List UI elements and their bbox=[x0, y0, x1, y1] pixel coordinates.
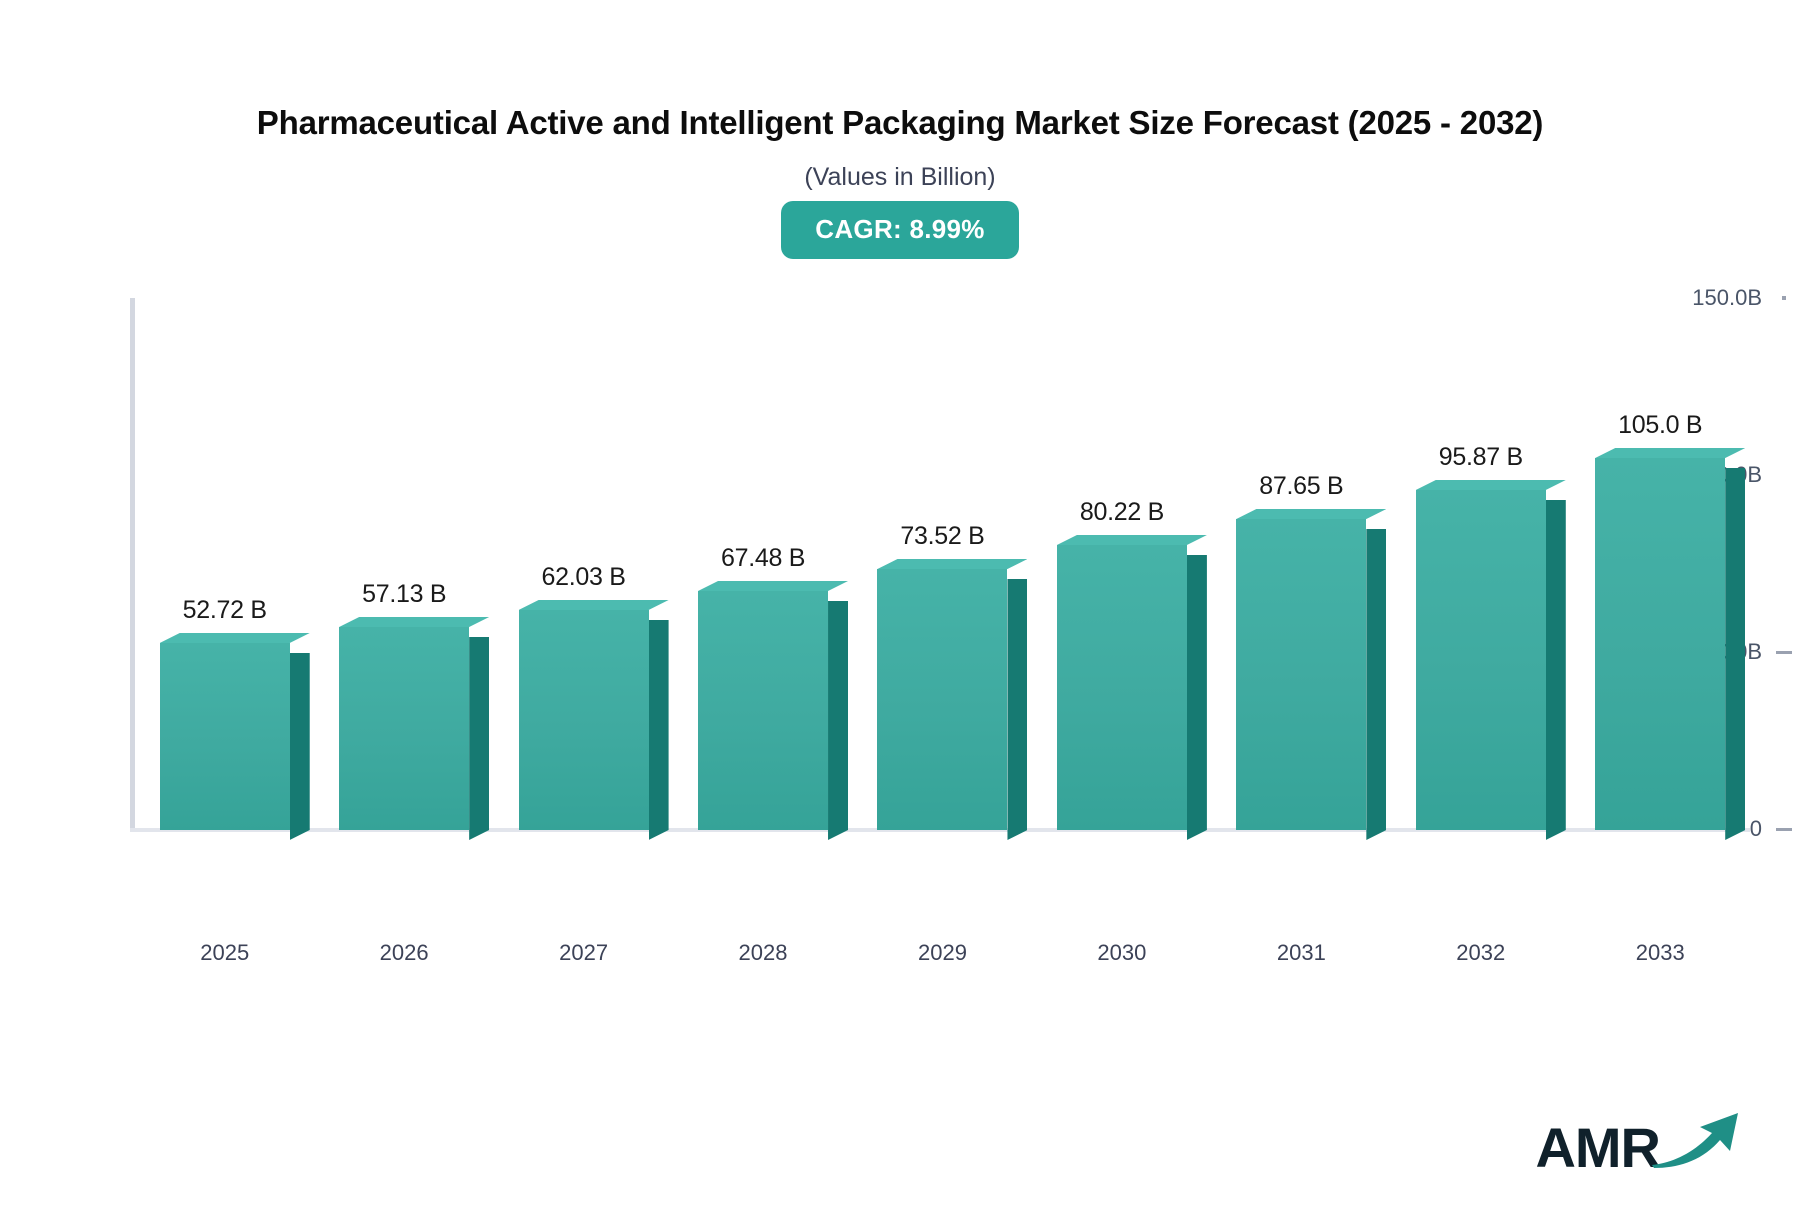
x-axis-tick-label: 2031 bbox=[1276, 940, 1326, 965]
chart-header: Pharmaceutical Active and Intelligent Pa… bbox=[0, 100, 1800, 259]
bar-slot: 73.52 B bbox=[853, 298, 1032, 830]
bar-top-face bbox=[698, 581, 849, 591]
bar-front-face bbox=[1595, 458, 1726, 830]
bar-value-label: 105.0 B bbox=[1618, 411, 1703, 439]
bar-value-label: 73.52 B bbox=[900, 522, 985, 550]
tick-mark-icon bbox=[1776, 650, 1792, 654]
chart-subtitle: (Values in Billion) bbox=[804, 162, 996, 191]
bar-top-face bbox=[339, 617, 490, 627]
bar-value-label: 52.72 B bbox=[182, 596, 267, 624]
bar[interactable]: 105.0 B bbox=[1595, 411, 1746, 830]
bar[interactable]: 80.22 B bbox=[1056, 498, 1207, 830]
bar-front-face bbox=[1415, 490, 1546, 830]
bar-value-label: 62.03 B bbox=[541, 563, 626, 591]
plot-area: 150.0B 100.0B 50.0B 0 52.72 B57.13 B62.0… bbox=[0, 285, 1800, 910]
bar[interactable]: 95.87 B bbox=[1415, 443, 1566, 830]
bar-value-label: 67.48 B bbox=[720, 544, 806, 572]
bar-front-face bbox=[518, 610, 649, 830]
tick-mark-icon bbox=[1776, 827, 1792, 831]
bar-slot: 52.72 B bbox=[135, 298, 314, 830]
bar-top-face bbox=[518, 600, 669, 610]
y-axis-tick-label: 0 bbox=[1749, 816, 1762, 841]
y-axis-line bbox=[130, 298, 135, 830]
bar[interactable]: 67.48 B bbox=[698, 544, 849, 830]
x-axis-tick-label: 2026 bbox=[379, 940, 429, 965]
growth-arrow-icon bbox=[1650, 1107, 1742, 1174]
bar-side-face bbox=[469, 637, 489, 840]
bar-value-label: 57.13 B bbox=[362, 580, 447, 608]
bar-top-face bbox=[1595, 448, 1746, 458]
bar-front-face bbox=[698, 591, 829, 830]
bar-front-face bbox=[1236, 519, 1367, 830]
bar-slot: 87.65 B bbox=[1212, 298, 1391, 830]
bar-top-face bbox=[1056, 535, 1207, 545]
bar-value-label: 87.65 B bbox=[1259, 472, 1344, 500]
bar-front-face bbox=[339, 627, 470, 830]
bar-series: 52.72 B 57.13 B 62.03 B 67.48 B 73.52 B 80.22… bbox=[135, 298, 1750, 830]
x-axis-tick-label: 2032 bbox=[1456, 940, 1506, 965]
tick-mark-icon bbox=[1782, 473, 1786, 477]
bar[interactable]: 87.65 B bbox=[1236, 472, 1387, 830]
bar-side-face bbox=[1546, 500, 1566, 840]
bar-slot: 80.22 B bbox=[1032, 298, 1211, 830]
x-axis-tick-label: 2027 bbox=[559, 940, 609, 965]
bar-slot: 67.48 B bbox=[673, 298, 852, 830]
bar-side-face bbox=[290, 653, 310, 840]
x-axis-tick-label: 2025 bbox=[200, 940, 250, 965]
bar-top-face bbox=[877, 559, 1028, 569]
bar-slot: 95.87 B bbox=[1391, 298, 1570, 830]
bar-front-face bbox=[1056, 545, 1187, 830]
bar-side-face bbox=[649, 620, 669, 840]
tick-mark-icon bbox=[1782, 296, 1786, 300]
bar[interactable]: 52.72 B bbox=[159, 596, 310, 830]
bar-value-label: 95.87 B bbox=[1438, 443, 1523, 471]
amr-logo: AMR bbox=[1535, 1107, 1742, 1176]
bar-side-face bbox=[828, 601, 848, 840]
bar-top-face bbox=[1415, 480, 1566, 490]
bar-top-face bbox=[159, 633, 310, 643]
y-axis-tick-label: 150.0B bbox=[1692, 285, 1762, 310]
x-axis-tick-label: 2033 bbox=[1635, 940, 1685, 965]
logo-text: AMR bbox=[1535, 1116, 1661, 1179]
x-axis-tick-label: 2029 bbox=[917, 940, 967, 965]
bar-slot: 57.13 B bbox=[314, 298, 493, 830]
bar[interactable]: 57.13 B bbox=[339, 580, 490, 830]
bar-top-face bbox=[1236, 509, 1387, 519]
bar-side-face bbox=[1725, 468, 1745, 840]
x-axis-tick-label: 2028 bbox=[738, 940, 788, 965]
cagr-badge-wrapper: CAGR: 8.99% bbox=[0, 200, 1800, 259]
bar-slot: 105.0 B bbox=[1571, 298, 1750, 830]
x-axis-tick-label: 2030 bbox=[1097, 940, 1147, 965]
bar-side-face bbox=[1187, 555, 1207, 840]
bar-front-face bbox=[159, 643, 290, 830]
bar-side-face bbox=[1007, 579, 1027, 840]
bar[interactable]: 73.52 B bbox=[877, 522, 1028, 830]
x-axis-line bbox=[130, 828, 1750, 832]
bar-front-face bbox=[877, 569, 1008, 830]
bar-side-face bbox=[1366, 529, 1386, 840]
bar-slot: 62.03 B bbox=[494, 298, 673, 830]
x-axis-labels: 2025 2026 2027 2028 2029 2030 2031 2032 2033 bbox=[135, 940, 1750, 966]
bar[interactable]: 62.03 B bbox=[518, 563, 669, 830]
page-title: Pharmaceutical Active and Intelligent Pa… bbox=[256, 104, 1544, 141]
bar-value-label: 80.22 B bbox=[1079, 498, 1164, 526]
status-badge: CAGR: 8.99% bbox=[781, 200, 1019, 259]
